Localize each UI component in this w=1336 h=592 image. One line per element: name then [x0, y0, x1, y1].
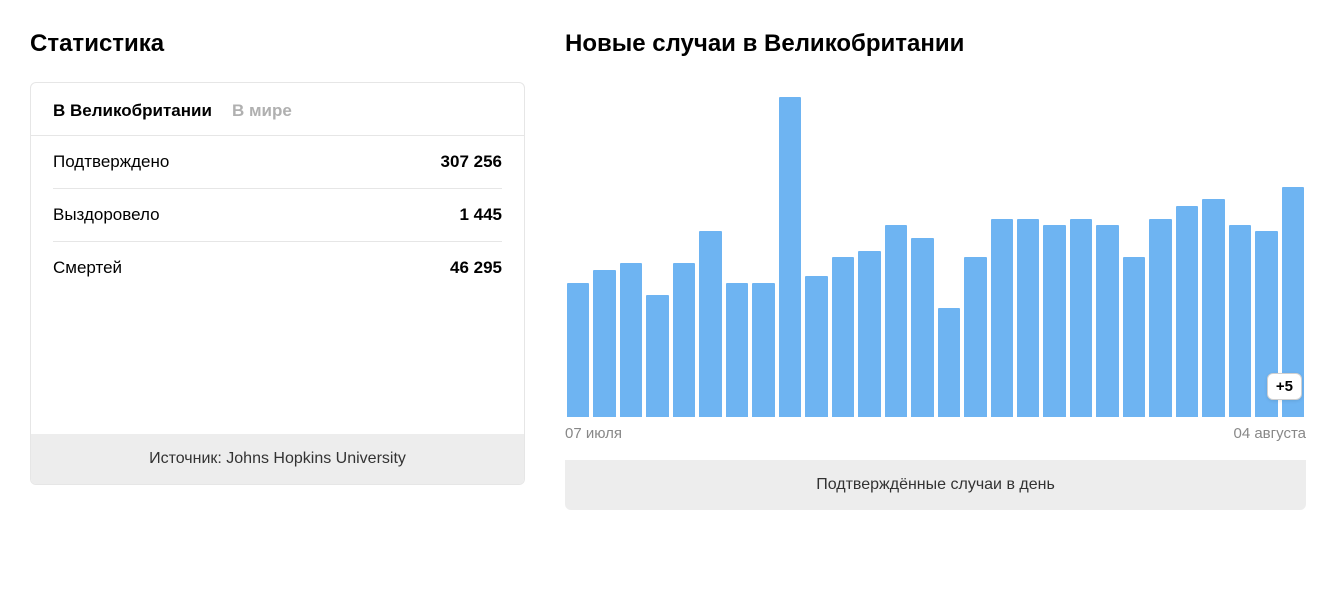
stat-label: Смертей — [53, 258, 122, 278]
stats-card: В Великобритании В мире Подтверждено 307 2… — [30, 82, 525, 485]
chart-bar[interactable] — [1017, 219, 1039, 417]
stats-rows: Подтверждено 307 256 Выздоровело 1 445 Смерт… — [31, 136, 524, 294]
chart-bar[interactable] — [593, 270, 615, 417]
chart-bar[interactable] — [885, 225, 907, 417]
chart-bar[interactable] — [567, 283, 589, 417]
stat-value: 1 445 — [459, 205, 502, 225]
axis-start-label: 07 июля — [565, 425, 622, 442]
stat-row: Подтверждено 307 256 — [53, 136, 502, 189]
stats-tab-1[interactable]: В мире — [232, 101, 292, 121]
chart-bar[interactable] — [1070, 219, 1092, 417]
chart-bar[interactable] — [964, 257, 986, 417]
stat-row: Смертей 46 295 — [53, 242, 502, 294]
stats-source-footer: Источник: Johns Hopkins University — [31, 434, 524, 484]
chart-bar[interactable] — [673, 263, 695, 417]
chart-title: Новые случаи в Великобритании — [565, 30, 1306, 58]
chart-bar[interactable] — [938, 308, 960, 417]
chart-bar[interactable] — [726, 283, 748, 417]
chart-bar[interactable] — [1202, 199, 1224, 417]
chart-bar[interactable] — [779, 97, 801, 417]
chart-bar[interactable] — [991, 219, 1013, 417]
chart-bar[interactable] — [832, 257, 854, 417]
stat-value: 46 295 — [450, 258, 502, 278]
chart-bar[interactable] — [1096, 225, 1118, 417]
chart-footer: Подтверждённые случаи в день — [565, 460, 1306, 510]
chart-bar[interactable] — [805, 276, 827, 417]
axis-end-label: 04 августа — [1233, 425, 1306, 442]
chart-bar[interactable] — [858, 251, 880, 417]
chart-bar[interactable] — [1176, 206, 1198, 417]
chart-bar[interactable] — [1149, 219, 1171, 417]
stat-label: Подтверждено — [53, 152, 169, 172]
chart-bar[interactable] — [911, 238, 933, 417]
chart-card: +5 07 июля 04 августа Подтверждённые слу… — [565, 82, 1306, 510]
chart-bar[interactable] — [646, 295, 668, 417]
chart-bar[interactable] — [1043, 225, 1065, 417]
stats-tabs: В Великобритании В мире — [31, 83, 524, 136]
chart-bar[interactable] — [1229, 225, 1251, 417]
chart-bars — [565, 97, 1306, 417]
stats-tab-0[interactable]: В Великобритании — [53, 101, 212, 121]
stat-label: Выздоровело — [53, 205, 160, 225]
chart-badge: +5 — [1267, 373, 1302, 400]
chart-area: +5 07 июля 04 августа — [565, 82, 1306, 442]
chart-bar[interactable] — [699, 231, 721, 417]
chart-axis-labels: 07 июля 04 августа — [565, 417, 1306, 442]
stat-value: 307 256 — [441, 152, 502, 172]
stats-title: Статистика — [30, 30, 525, 58]
chart-bar[interactable] — [620, 263, 642, 417]
chart-bar[interactable] — [1123, 257, 1145, 417]
chart-bar[interactable] — [752, 283, 774, 417]
stat-row: Выздоровело 1 445 — [53, 189, 502, 242]
